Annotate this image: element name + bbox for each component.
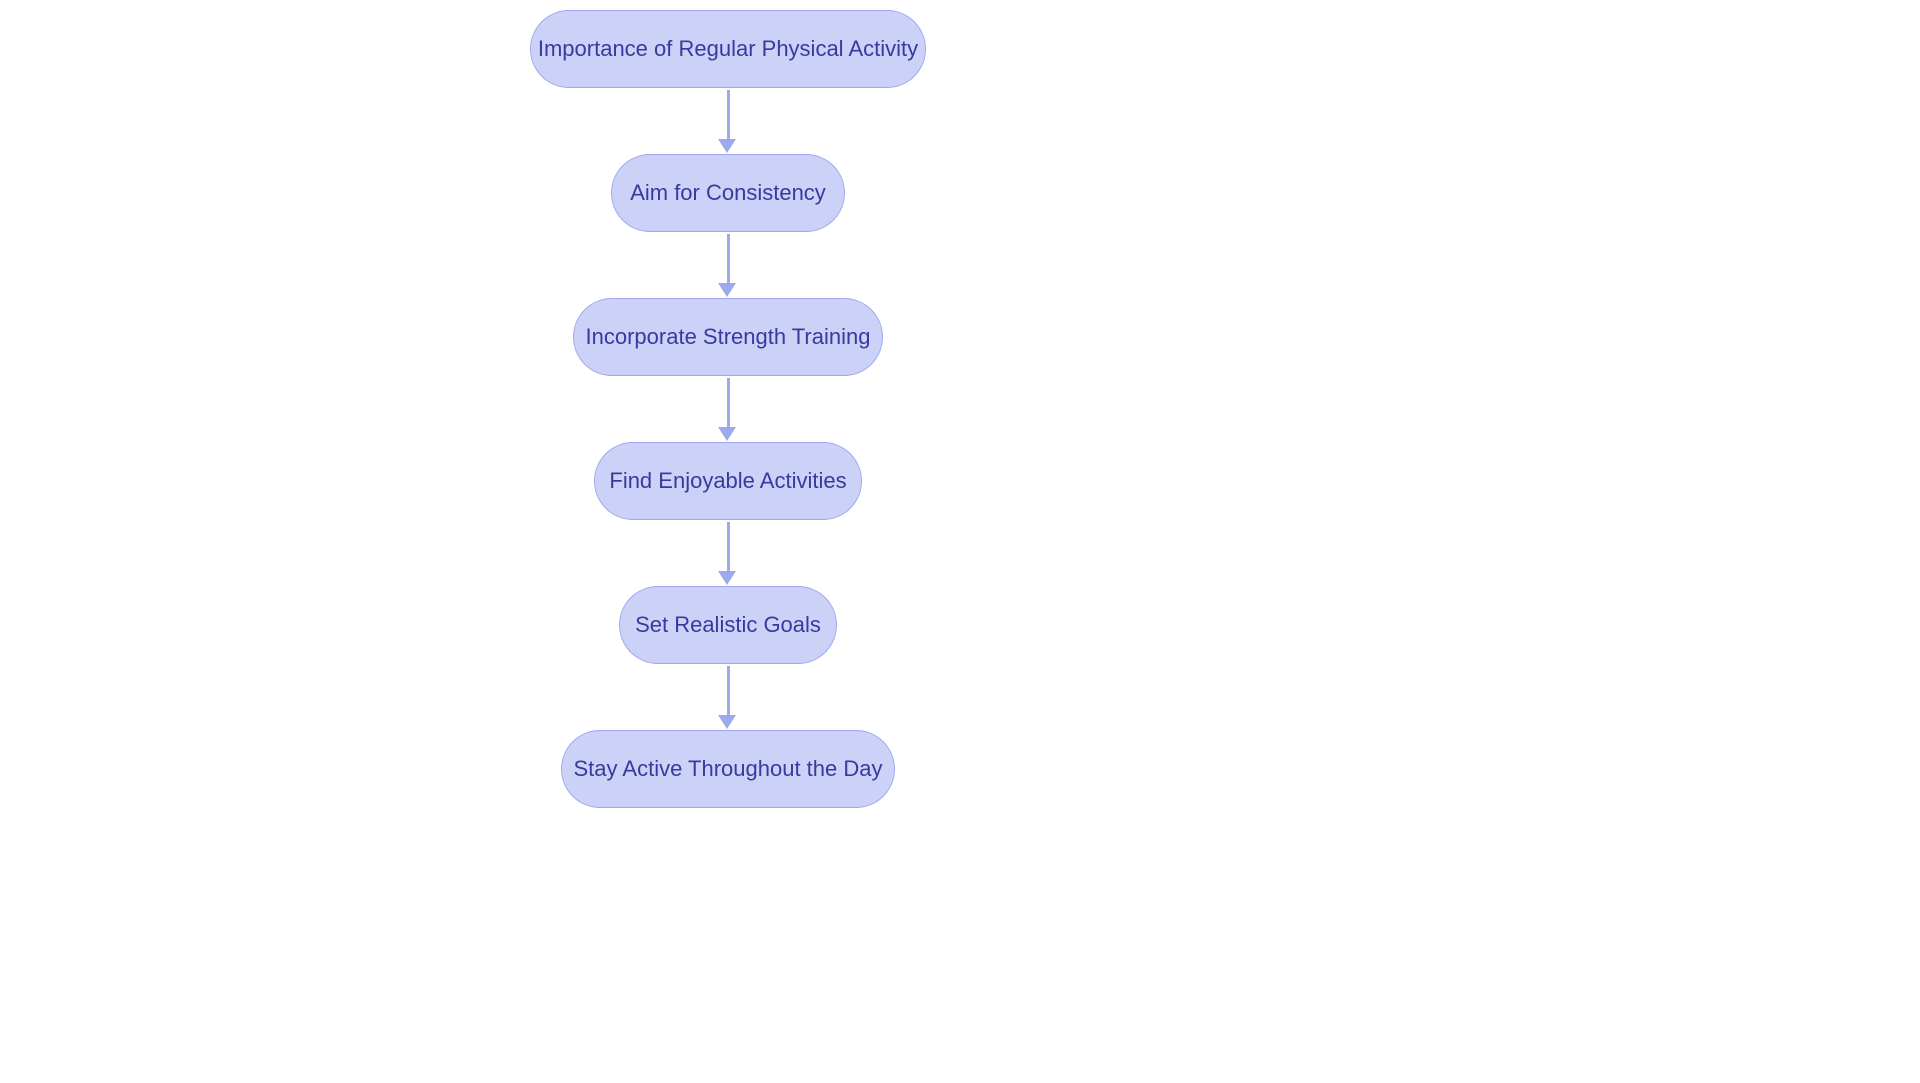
arrow-line (727, 666, 730, 715)
flowchart-node: Aim for Consistency (611, 154, 845, 232)
flowchart-node-label: Find Enjoyable Activities (609, 468, 846, 494)
arrow-head-icon (718, 571, 736, 585)
arrow-head-icon (718, 427, 736, 441)
flowchart-canvas: Importance of Regular Physical Activity A… (0, 0, 1920, 1083)
flowchart-node-label: Set Realistic Goals (635, 612, 821, 638)
arrow-line (727, 378, 730, 427)
flowchart-node: Incorporate Strength Training (573, 298, 883, 376)
flowchart-node-label: Importance of Regular Physical Activity (538, 36, 918, 62)
arrow-head-icon (718, 715, 736, 729)
flowchart-node: Set Realistic Goals (619, 586, 837, 664)
arrow-line (727, 234, 730, 283)
flowchart-node: Stay Active Throughout the Day (561, 730, 895, 808)
flowchart-node-label: Stay Active Throughout the Day (574, 756, 883, 782)
arrow-head-icon (718, 283, 736, 297)
flowchart-node: Find Enjoyable Activities (594, 442, 862, 520)
flowchart-node-label: Aim for Consistency (630, 180, 826, 206)
arrow-line (727, 522, 730, 571)
flowchart-node: Importance of Regular Physical Activity (530, 10, 926, 88)
arrow-head-icon (718, 139, 736, 153)
flowchart-node-label: Incorporate Strength Training (586, 324, 871, 350)
arrow-line (727, 90, 730, 139)
